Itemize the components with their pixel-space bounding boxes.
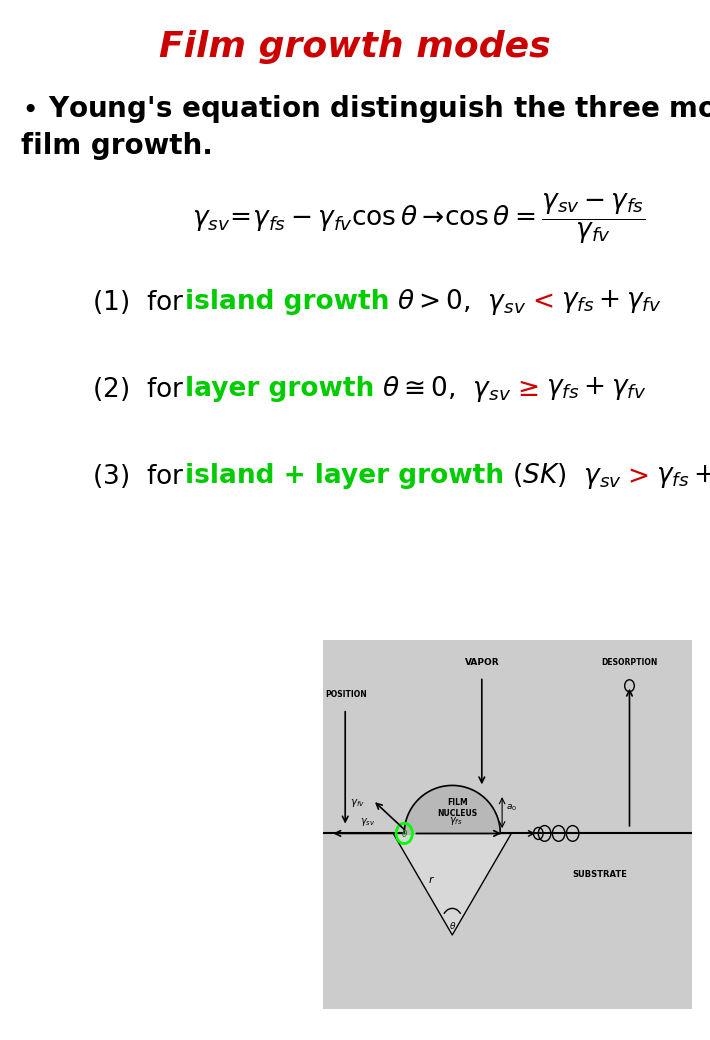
Text: $>$: $>$ [622,463,648,489]
Text: island + layer growth: island + layer growth [185,463,503,489]
Text: $(SK)$  $\gamma_{sv}$: $(SK)$ $\gamma_{sv}$ [503,462,622,491]
Text: $(3)$  for: $(3)$ for [92,463,185,490]
Text: DESORPTION: DESORPTION [601,658,657,668]
Text: $r$: $r$ [428,874,435,885]
Text: $\theta > 0$,  $\gamma_{sv}$: $\theta > 0$, $\gamma_{sv}$ [389,287,527,316]
Text: $<$: $<$ [527,288,553,314]
Text: $(1)$  for: $(1)$ for [92,288,185,315]
Text: Film growth modes: Film growth modes [159,30,551,63]
Text: $\gamma_{fs} + \gamma_{fv}$: $\gamma_{fs} + \gamma_{fv}$ [538,375,647,402]
Text: layer growth: layer growth [185,376,374,401]
Text: SUBSTRATE: SUBSTRATE [572,870,628,880]
Text: film growth.: film growth. [21,132,213,159]
Text: $\gamma_{sv}\!=\!\gamma_{fs} - \gamma_{fv}\cos\theta \rightarrow\!\cos\theta = \: $\gamma_{sv}\!=\!\gamma_{fs} - \gamma_{f… [192,191,645,245]
Text: $\gamma_{fs}$: $\gamma_{fs}$ [449,814,463,827]
Text: $\gamma_{fs} + \gamma_{fv}$: $\gamma_{fs} + \gamma_{fv}$ [648,463,710,490]
Text: $\bullet$ Young's equation distinguish the three modes of: $\bullet$ Young's equation distinguish t… [21,94,710,125]
Text: VAPOR: VAPOR [464,658,499,668]
Text: $\gamma_{fs} + \gamma_{fv}$: $\gamma_{fs} + \gamma_{fv}$ [553,288,662,315]
Text: $\geq$: $\geq$ [512,376,538,401]
Polygon shape [393,833,511,935]
Text: POSITION: POSITION [325,691,366,700]
Text: island growth: island growth [185,288,389,314]
Text: $(2)$  for: $(2)$ for [92,375,185,402]
Text: $a_0$: $a_0$ [506,803,517,813]
Polygon shape [404,785,501,833]
Text: $\gamma_{fv}$: $\gamma_{fv}$ [351,798,366,809]
Text: FILM
NUCLEUS: FILM NUCLEUS [438,798,478,818]
Text: $\theta$: $\theta$ [400,828,408,839]
Text: $\theta$: $\theta$ [449,920,456,931]
Text: $\gamma_{sv}$: $\gamma_{sv}$ [360,816,375,828]
Text: $\theta \cong 0$,  $\gamma_{sv}$: $\theta \cong 0$, $\gamma_{sv}$ [374,374,512,404]
